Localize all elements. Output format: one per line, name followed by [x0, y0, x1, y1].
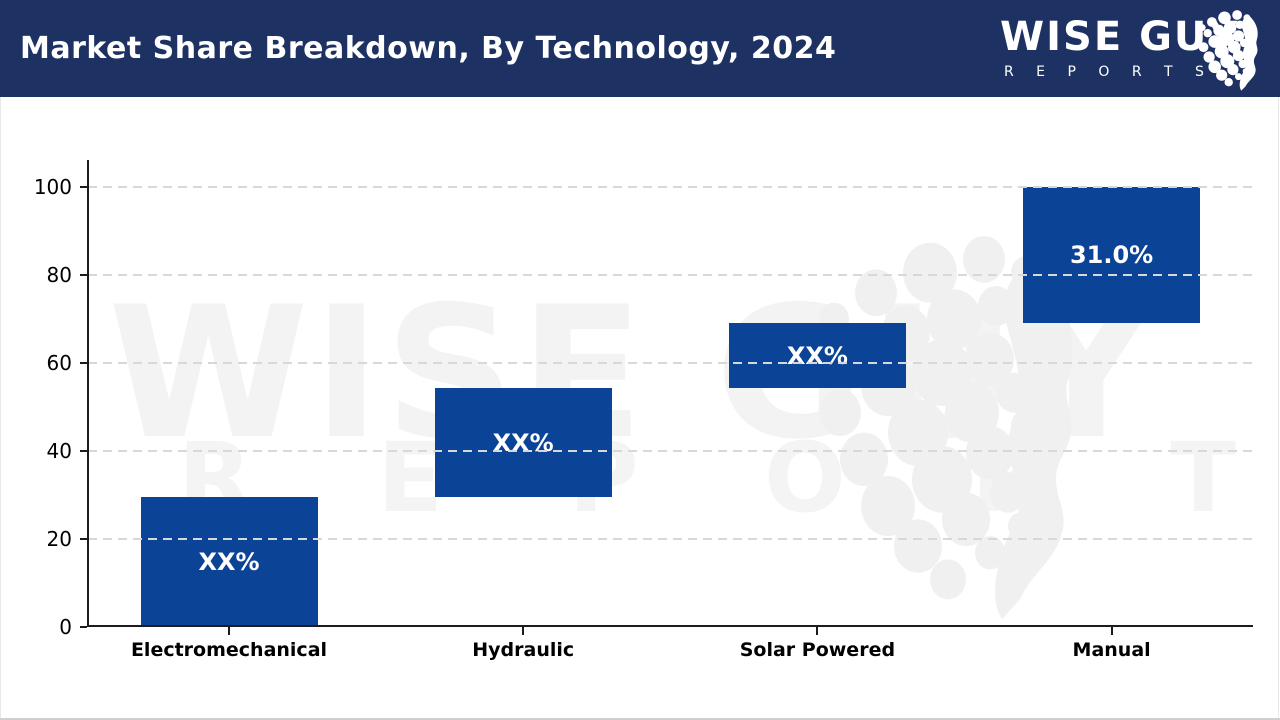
bar-hydraulic: XX%	[434, 388, 612, 497]
bar-manual: 31.0%	[1023, 187, 1201, 324]
bar-value-label: XX%	[492, 428, 554, 457]
bar-value-label: XX%	[198, 547, 260, 576]
logo-subtitle: R E P O R T S	[1004, 64, 1213, 80]
page-title: Market Share Breakdown, By Technology, 2…	[20, 31, 837, 66]
bar-electromechanical: XX%	[140, 496, 318, 627]
watermark-dotted-face-icon	[804, 236, 1073, 620]
watermark-subtitle: R E P O R T S	[178, 422, 1280, 534]
page-right-edge	[1278, 97, 1279, 718]
page-left-edge	[0, 97, 1, 718]
header-bar: Market Share Breakdown, By Technology, 2…	[0, 0, 1280, 97]
bar-value-label: XX%	[786, 341, 848, 370]
wise-guy-reports-logo: WISE GUY R E P O R T S	[1000, 6, 1266, 92]
dotted-face-logo-icon	[1195, 10, 1258, 91]
bar-value-label: 31.0%	[1069, 241, 1154, 270]
bar-solar-powered: XX%	[728, 323, 906, 389]
